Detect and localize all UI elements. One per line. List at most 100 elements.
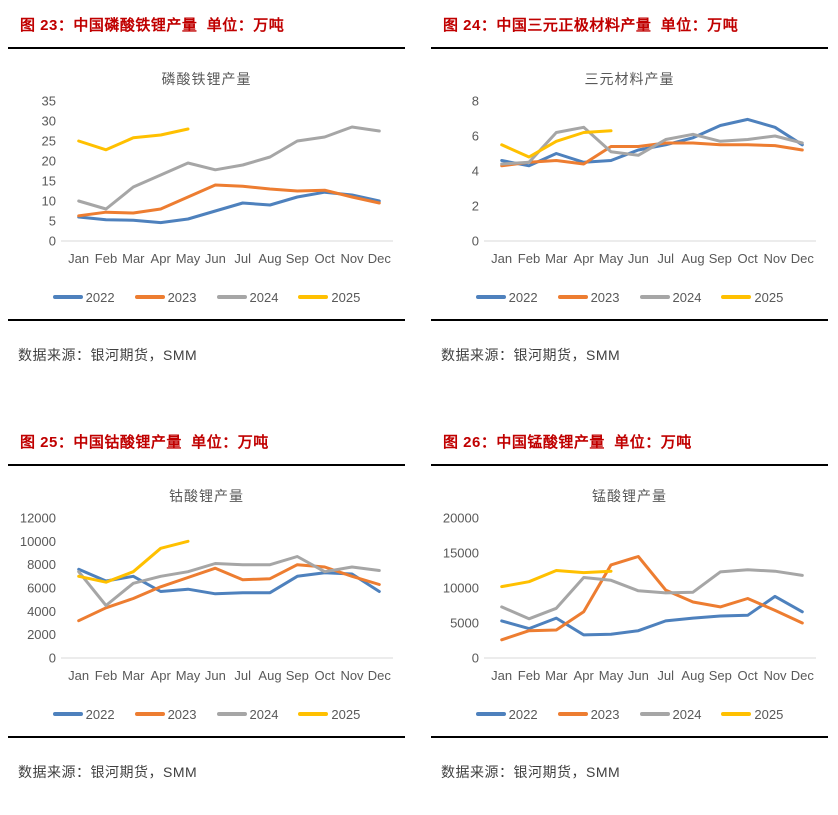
- x-tick-label: Dec: [367, 668, 391, 683]
- chart-title: 三元材料产量: [584, 71, 675, 87]
- y-tick-label: 15: [41, 174, 55, 189]
- legend-line-swatch: [216, 295, 247, 299]
- line-chart: 0 2 4 6 8 Jan Feb Mar Apr May Jun Jul Aug Sep Oct Nov De…: [471, 94, 816, 266]
- x-tick-label: Feb: [94, 251, 116, 266]
- x-tick-label: Jun: [627, 251, 648, 266]
- legend-label: 2025: [754, 289, 784, 305]
- series-line-2023: [499, 141, 804, 168]
- legend-line-swatch: [557, 712, 588, 716]
- legend-item-2024: 2024: [216, 290, 278, 305]
- x-tick-label: Mar: [122, 251, 145, 266]
- x-tick-label: Jul: [234, 251, 251, 266]
- divider-bottom: [431, 736, 828, 738]
- x-tick-label: Sep: [285, 251, 308, 266]
- legend-item-2024: 2024: [639, 707, 701, 722]
- y-tick-label: 4: [471, 164, 478, 179]
- legend-item-2025: 2025: [298, 707, 360, 722]
- x-tick-label: Jul: [657, 668, 674, 683]
- x-tick-label: Sep: [285, 668, 308, 683]
- x-tick-label: Oct: [314, 251, 335, 266]
- x-tick-label: May: [598, 668, 623, 683]
- legend-line-swatch: [475, 712, 506, 716]
- y-tick-label: 5000: [450, 616, 479, 631]
- legend-item-2023: 2023: [557, 706, 620, 722]
- legend-item-2023: 2023: [134, 707, 197, 722]
- x-tick-label: Dec: [790, 668, 814, 683]
- x-tick-label: Dec: [367, 251, 391, 266]
- legend-line-swatch: [721, 295, 752, 299]
- x-tick-label: Feb: [517, 668, 539, 683]
- legend-label: 2023: [590, 706, 620, 722]
- legend-label: 2025: [331, 706, 361, 722]
- x-tick-label: Jan: [491, 668, 512, 683]
- legend-line-swatch: [298, 712, 329, 716]
- legend-line-swatch: [557, 295, 588, 299]
- series-line-2024: [499, 568, 804, 621]
- y-tick-label: 2: [471, 199, 478, 214]
- y-tick-label: 20000: [442, 511, 478, 526]
- legend-item-2022: 2022: [475, 706, 538, 722]
- legend-label: 2022: [508, 706, 538, 722]
- divider-top: [8, 47, 405, 49]
- x-tick-label: Sep: [708, 668, 731, 683]
- legend-label: 2023: [167, 289, 197, 305]
- chart-legend: 2022 2023 2024 2025: [8, 287, 405, 307]
- legend-line-swatch: [52, 295, 83, 299]
- x-tick-label: May: [175, 668, 200, 683]
- chart-title: 磷酸铁锂产量: [161, 71, 252, 87]
- x-tick-label: Aug: [258, 251, 281, 266]
- legend-item-2024: 2024: [639, 290, 701, 305]
- x-tick-label: Apr: [573, 251, 594, 266]
- y-tick-label: 0: [471, 651, 478, 666]
- x-tick-label: Oct: [314, 668, 335, 683]
- y-tick-label: 15000: [442, 546, 478, 561]
- y-tick-label: 12000: [19, 511, 55, 526]
- x-tick-label: Jan: [68, 251, 89, 266]
- legend-line-swatch: [134, 295, 165, 299]
- y-tick-label: 0: [48, 651, 55, 666]
- x-tick-label: May: [175, 251, 200, 266]
- x-tick-label: Jun: [204, 251, 225, 266]
- x-tick-label: Mar: [122, 668, 145, 683]
- divider-bottom: [8, 736, 405, 738]
- x-tick-label: Jan: [68, 668, 89, 683]
- legend-line-swatch: [134, 712, 165, 716]
- x-tick-label: Apr: [573, 668, 594, 683]
- x-tick-label: Apr: [150, 668, 171, 683]
- x-tick-label: Jul: [234, 668, 251, 683]
- x-tick-label: Aug: [681, 668, 704, 683]
- figure-caption: 图 24：中国三元正极材料产量 单位：万吨: [443, 17, 739, 34]
- y-tick-label: 35: [41, 94, 55, 109]
- chart-title: 钴酸锂产量: [169, 488, 244, 504]
- legend-item-2024: 2024: [216, 707, 278, 722]
- figure-25: 图 25：中国钴酸锂产量 单位：万吨 钴酸锂产量 0 2000 4000 6000 80…: [8, 423, 405, 814]
- y-tick-label: 2000: [27, 627, 56, 642]
- y-tick-label: 0: [471, 234, 478, 249]
- y-tick-label: 8: [471, 94, 478, 109]
- y-tick-label: 30: [41, 114, 55, 129]
- legend-item-2022: 2022: [52, 290, 115, 305]
- y-tick-label: 5: [48, 214, 55, 229]
- chart-panel: 三元材料产量 0 2 4 6 8 Jan Feb Mar Apr May Jun Jul Aug Sep O…: [431, 49, 828, 319]
- x-tick-label: Nov: [763, 251, 787, 266]
- legend-label: 2025: [754, 706, 784, 722]
- divider-top: [8, 464, 405, 466]
- data-source: 数据来源：银河期货，SMM: [441, 347, 621, 363]
- chart-panel: 钴酸锂产量 0 2000 4000 6000 8000 10000 12000 Jan Feb M…: [8, 466, 405, 736]
- divider-bottom: [431, 319, 828, 321]
- report-figure-grid: 图 23：中国磷酸铁锂产量 单位：万吨 磷酸铁锂产量 0 5 10 15 20 25 30 3…: [8, 6, 828, 814]
- x-tick-label: Jan: [491, 251, 512, 266]
- x-tick-label: Oct: [737, 251, 758, 266]
- series-line-2025: [76, 127, 189, 152]
- chart-title: 锰酸锂产量: [592, 488, 667, 504]
- series-line-2022: [76, 567, 381, 596]
- y-tick-label: 25: [41, 134, 55, 149]
- legend-line-swatch: [721, 712, 752, 716]
- series-line-2024: [499, 125, 804, 166]
- series-line-2024: [76, 125, 381, 211]
- x-tick-label: Aug: [681, 251, 704, 266]
- legend-label: 2023: [590, 289, 620, 305]
- legend-item-2023: 2023: [557, 289, 620, 305]
- series-line-2022: [76, 190, 381, 225]
- figure-24: 图 24：中国三元正极材料产量 单位：万吨 三元材料产量 0 2 4 6 8 Jan Feb…: [431, 6, 828, 397]
